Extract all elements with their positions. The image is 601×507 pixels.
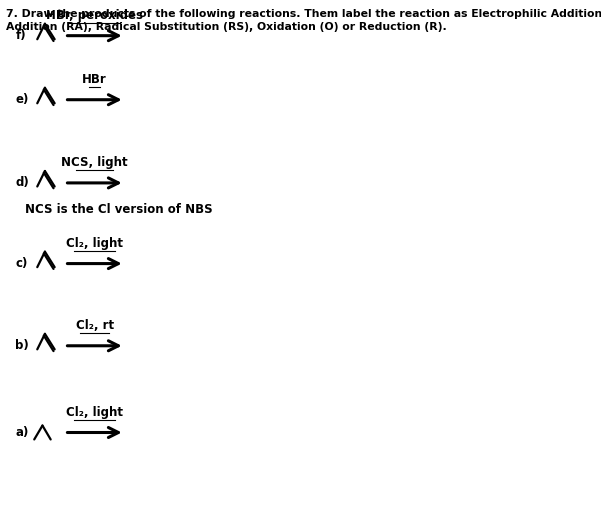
Text: NCS, light: NCS, light (61, 156, 128, 169)
Text: Cl₂, light: Cl₂, light (66, 237, 123, 249)
Text: NCS is the Cl version of NBS: NCS is the Cl version of NBS (25, 203, 212, 216)
Text: c): c) (15, 257, 28, 270)
Text: e): e) (15, 93, 29, 106)
Text: Cl₂, light: Cl₂, light (66, 406, 123, 419)
Text: Cl₂, rt: Cl₂, rt (76, 319, 114, 332)
Text: HBr: HBr (82, 73, 107, 86)
Text: f): f) (15, 29, 26, 42)
Text: b): b) (15, 339, 29, 352)
Text: Addition (RA), Radical Substitution (RS), Oxidation (O) or Reduction (R).: Addition (RA), Radical Substitution (RS)… (7, 22, 447, 32)
Text: a): a) (15, 426, 29, 439)
Text: HBr, peroxides: HBr, peroxides (46, 9, 143, 22)
Text: 7. Draw the products of the following reactions. Them label the reaction as Elec: 7. Draw the products of the following re… (7, 9, 601, 19)
Text: d): d) (15, 176, 29, 190)
